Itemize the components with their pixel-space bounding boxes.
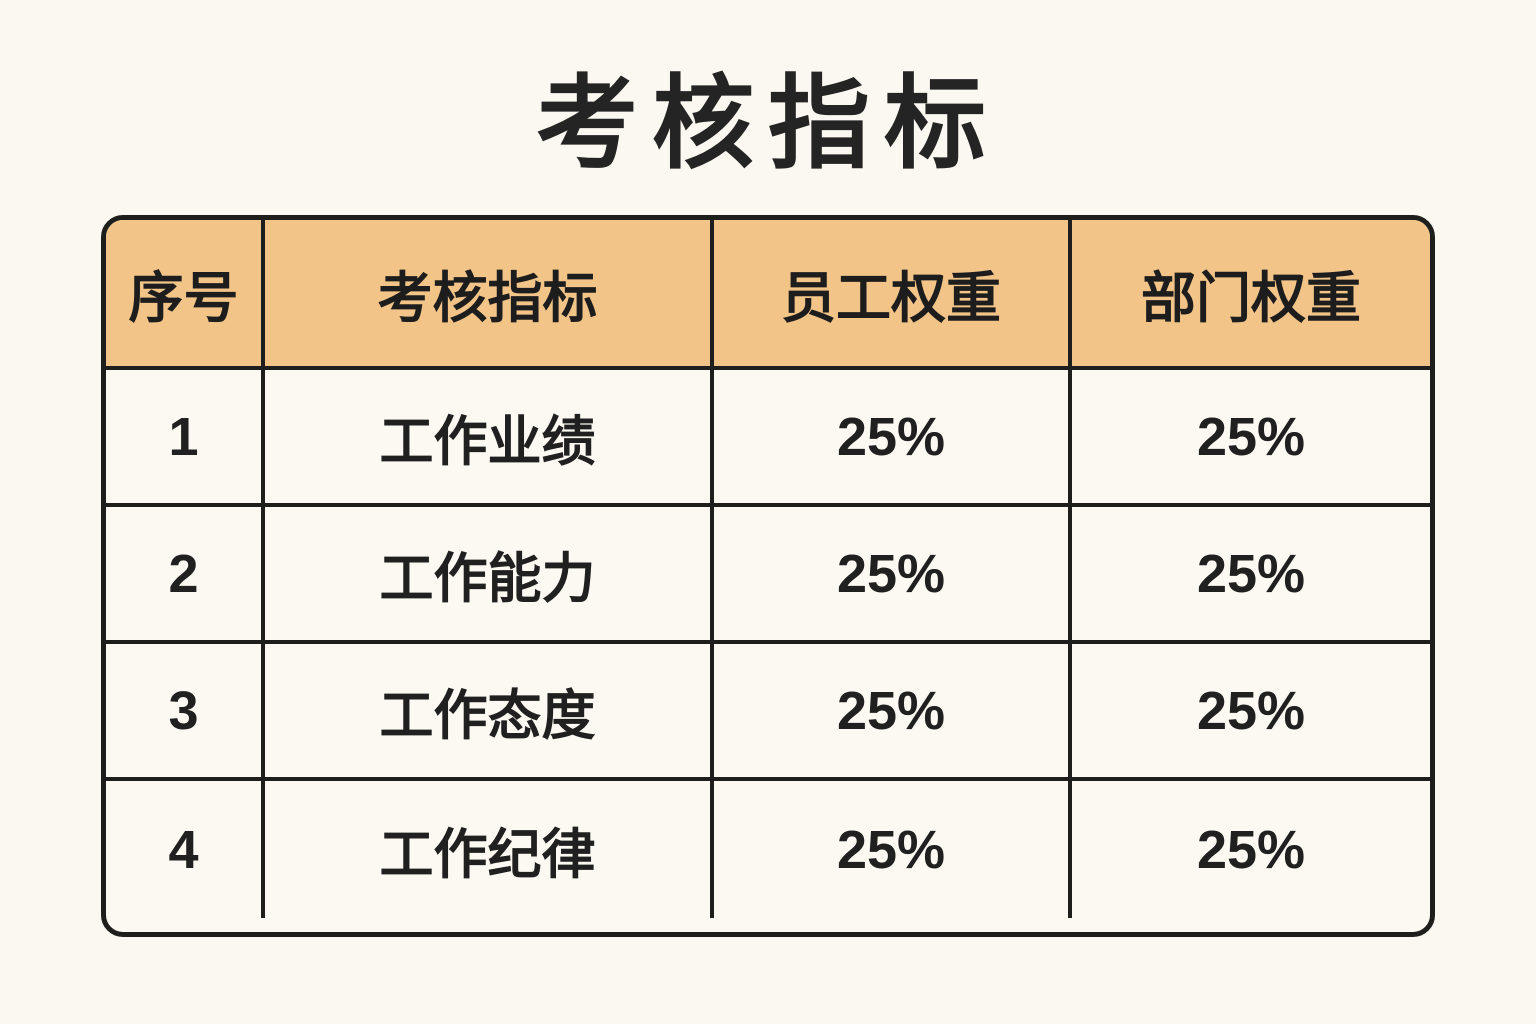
- table-row: 4 工作纪律 25% 25%: [106, 781, 1430, 918]
- table-row: 2 工作能力 25% 25%: [106, 507, 1430, 644]
- table-row: 3 工作态度 25% 25%: [106, 644, 1430, 781]
- column-header-department-weight: 部门权重: [1140, 267, 1361, 329]
- cell-serial-number: 3: [106, 644, 265, 777]
- cell-employee-weight: 25%: [714, 781, 1072, 918]
- table-header-row: 序号 考核指标 员工权重 部门权重: [106, 220, 1430, 370]
- cell-serial-number: 4: [106, 781, 265, 918]
- cell-serial-number: 1: [106, 370, 265, 503]
- column-header-employee-weight: 员工权重: [714, 220, 1072, 366]
- cell-employee-weight: 25%: [714, 507, 1072, 640]
- cell-indicator: 工作业绩: [265, 370, 714, 503]
- cell-employee-weight: 25%: [714, 644, 1072, 777]
- cell-indicator: 工作能力: [265, 507, 714, 640]
- assessment-indicators-table: 序号 考核指标 员工权重 部门权重 1 工作业绩 25% 25% 2 工作能力 …: [101, 215, 1435, 937]
- cell-serial-number: 2: [106, 507, 265, 640]
- cell-department-weight: 25%: [1196, 819, 1306, 880]
- column-header-indicator: 考核指标: [265, 220, 714, 366]
- cell-department-weight: 25%: [1196, 680, 1306, 741]
- cell-department-weight: 25%: [1196, 543, 1306, 604]
- page-title: 考核指标: [536, 67, 1000, 181]
- cell-employee-weight: 25%: [714, 370, 1072, 503]
- table-row: 1 工作业绩 25% 25%: [106, 370, 1430, 507]
- cell-indicator: 工作纪律: [265, 781, 714, 918]
- column-header-serial-number: 序号: [106, 220, 265, 366]
- cell-indicator: 工作态度: [265, 644, 714, 777]
- cell-department-weight: 25%: [1196, 406, 1306, 467]
